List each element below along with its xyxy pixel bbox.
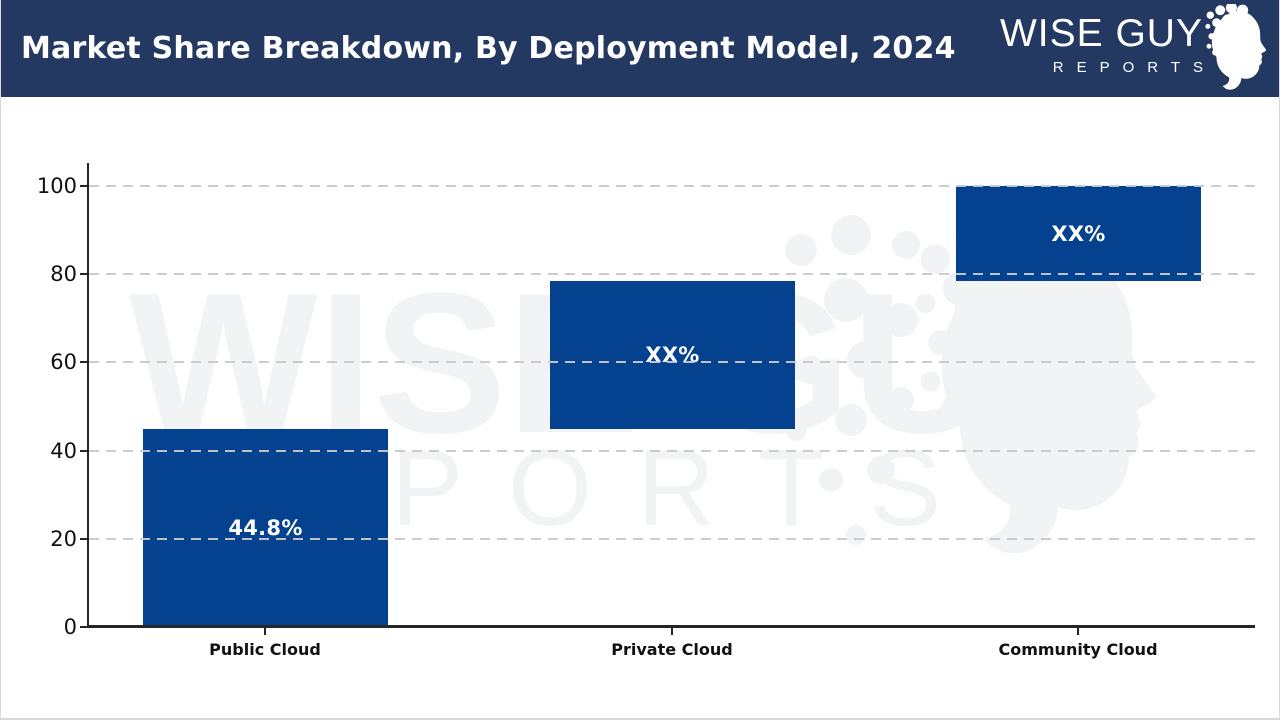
gridline-40 [89, 450, 1256, 452]
bar-value-label: XX% [1051, 221, 1106, 246]
logo-text-line2: REPORTS [1052, 59, 1216, 76]
logo-text-line1: WISE GUY [999, 12, 1203, 55]
gridline-60 [89, 361, 1256, 363]
y-tick-label: 80 [50, 262, 77, 286]
y-tick-0 [80, 626, 87, 628]
y-tick-label: 60 [50, 350, 77, 374]
y-tick-label: 0 [63, 615, 77, 639]
y-tick-label: 20 [50, 527, 77, 551]
y-axis-spine [87, 163, 89, 627]
y-tick-label: 40 [50, 439, 77, 463]
bar-private-cloud: XX% [550, 281, 795, 429]
bar-value-label: 44.8% [228, 516, 303, 540]
y-tick-80 [80, 273, 87, 275]
wiseguy-logo: WISE GUY REPORTS [1000, 14, 1203, 75]
x-category-label-community-cloud: Community Cloud [998, 640, 1158, 659]
bar-public-cloud: 44.8% [143, 429, 388, 627]
y-tick-60 [80, 361, 87, 363]
x-category-label-public-cloud: Public Cloud [209, 640, 321, 659]
x-tick-community-cloud [1077, 628, 1079, 635]
page-title: Market Share Breakdown, By Deployment Mo… [21, 31, 956, 66]
gridline-100 [89, 185, 1256, 187]
logo-head-icon [1205, 4, 1267, 90]
bar-community-cloud: XX% [956, 186, 1201, 281]
x-category-label-private-cloud: Private Cloud [611, 640, 733, 659]
y-tick-label: 100 [36, 174, 77, 198]
bar-value-label: XX% [645, 343, 700, 367]
x-tick-private-cloud [671, 628, 673, 635]
gridline-20 [89, 538, 1256, 540]
header-bar: Market Share Breakdown, By Deployment Mo… [1, 0, 1279, 97]
gridline-80 [89, 273, 1256, 275]
y-tick-100 [80, 185, 87, 187]
y-tick-40 [80, 450, 87, 452]
y-tick-20 [80, 538, 87, 540]
x-axis-spine [87, 625, 1255, 628]
x-tick-public-cloud [264, 628, 266, 635]
